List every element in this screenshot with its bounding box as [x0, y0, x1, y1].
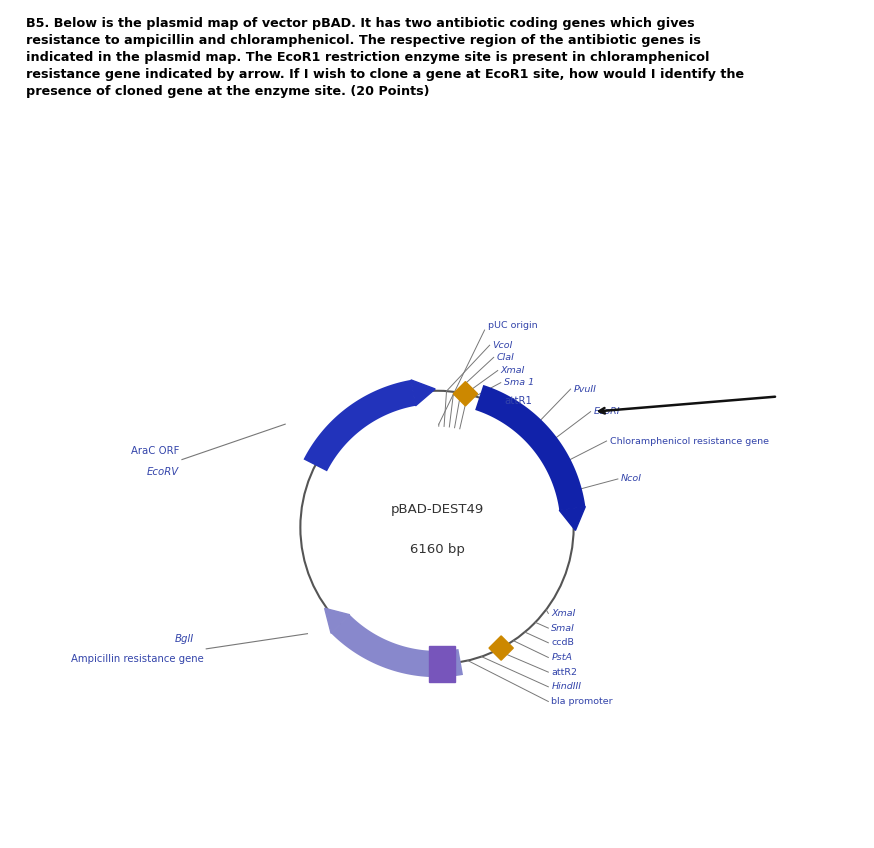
Polygon shape — [324, 608, 350, 633]
Text: B5. Below is the plasmid map of vector pBAD. It has two antibiotic coding genes : B5. Below is the plasmid map of vector p… — [26, 17, 745, 98]
Polygon shape — [428, 645, 455, 682]
Text: ClaI: ClaI — [496, 353, 515, 362]
Text: VcoI: VcoI — [493, 341, 513, 349]
Text: 6160 bp: 6160 bp — [410, 544, 464, 556]
Text: bla promoter: bla promoter — [551, 697, 613, 706]
Text: EcoRV: EcoRV — [147, 466, 179, 477]
Polygon shape — [489, 636, 513, 661]
Polygon shape — [454, 382, 477, 406]
Polygon shape — [559, 506, 586, 531]
Polygon shape — [331, 615, 463, 678]
Text: EcoRI: EcoRI — [593, 407, 621, 416]
Text: HindIII: HindIII — [551, 683, 581, 691]
Text: BglI: BglI — [175, 633, 194, 644]
Text: ccdB: ccdB — [551, 639, 574, 647]
Text: XmaI: XmaI — [551, 609, 576, 618]
Text: attR1: attR1 — [504, 396, 532, 405]
Text: PvuII: PvuII — [573, 385, 596, 393]
Text: Sma 1: Sma 1 — [503, 378, 534, 388]
Polygon shape — [303, 380, 415, 471]
Text: Chloramphenicol resistance gene: Chloramphenicol resistance gene — [609, 437, 768, 445]
Text: NcoI: NcoI — [621, 474, 642, 483]
Text: PstA: PstA — [551, 653, 572, 662]
Text: pUC origin: pUC origin — [488, 321, 538, 330]
Text: XmaI: XmaI — [501, 366, 525, 375]
Text: Ampicillin resistance gene: Ampicillin resistance gene — [72, 654, 205, 664]
Text: attR2: attR2 — [551, 667, 578, 677]
Polygon shape — [411, 380, 435, 406]
Text: AraC ORF: AraC ORF — [130, 447, 179, 456]
Polygon shape — [475, 385, 586, 510]
Text: pBAD-DEST49: pBAD-DEST49 — [391, 503, 483, 516]
Text: SmaI: SmaI — [551, 623, 575, 633]
